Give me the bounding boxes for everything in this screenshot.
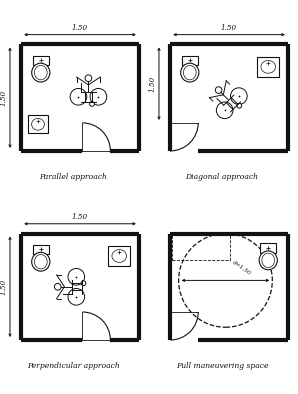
- Text: d=1.50: d=1.50: [231, 259, 252, 276]
- Ellipse shape: [35, 65, 47, 80]
- Text: Diagonal approach: Diagonal approach: [186, 173, 258, 181]
- Text: 1.50: 1.50: [72, 213, 88, 221]
- Circle shape: [90, 102, 94, 106]
- Circle shape: [85, 75, 92, 82]
- Text: 1.50: 1.50: [148, 76, 156, 92]
- Circle shape: [68, 268, 85, 285]
- Text: 1.50: 1.50: [72, 24, 88, 32]
- Ellipse shape: [184, 65, 196, 80]
- Ellipse shape: [32, 252, 50, 271]
- Ellipse shape: [181, 63, 199, 82]
- Text: Parallel approach: Parallel approach: [39, 173, 107, 181]
- Text: Full maneuvering space: Full maneuvering space: [176, 362, 268, 370]
- Circle shape: [215, 87, 222, 93]
- Text: Perpendicular approach: Perpendicular approach: [27, 362, 119, 370]
- Bar: [32, 56, 49, 65]
- Circle shape: [90, 88, 107, 105]
- Bar: [181, 56, 198, 65]
- Bar: [257, 57, 280, 77]
- Text: 1.50: 1.50: [221, 24, 237, 32]
- Circle shape: [216, 102, 233, 119]
- Circle shape: [230, 88, 247, 104]
- Ellipse shape: [32, 63, 50, 82]
- Bar: [260, 243, 277, 253]
- Text: 1.50: 1.50: [0, 89, 7, 106]
- Circle shape: [70, 88, 87, 105]
- Circle shape: [81, 281, 86, 286]
- Text: 1.50: 1.50: [0, 279, 7, 295]
- Circle shape: [68, 288, 85, 305]
- Ellipse shape: [261, 61, 276, 73]
- Bar: [32, 245, 49, 254]
- Ellipse shape: [112, 250, 127, 262]
- Circle shape: [55, 283, 61, 290]
- Bar: [108, 246, 131, 266]
- Bar: [28, 115, 48, 134]
- Ellipse shape: [32, 118, 44, 130]
- Ellipse shape: [262, 253, 274, 268]
- Circle shape: [237, 103, 242, 108]
- Ellipse shape: [259, 251, 277, 270]
- Ellipse shape: [35, 255, 47, 269]
- Bar: [172, 235, 230, 260]
